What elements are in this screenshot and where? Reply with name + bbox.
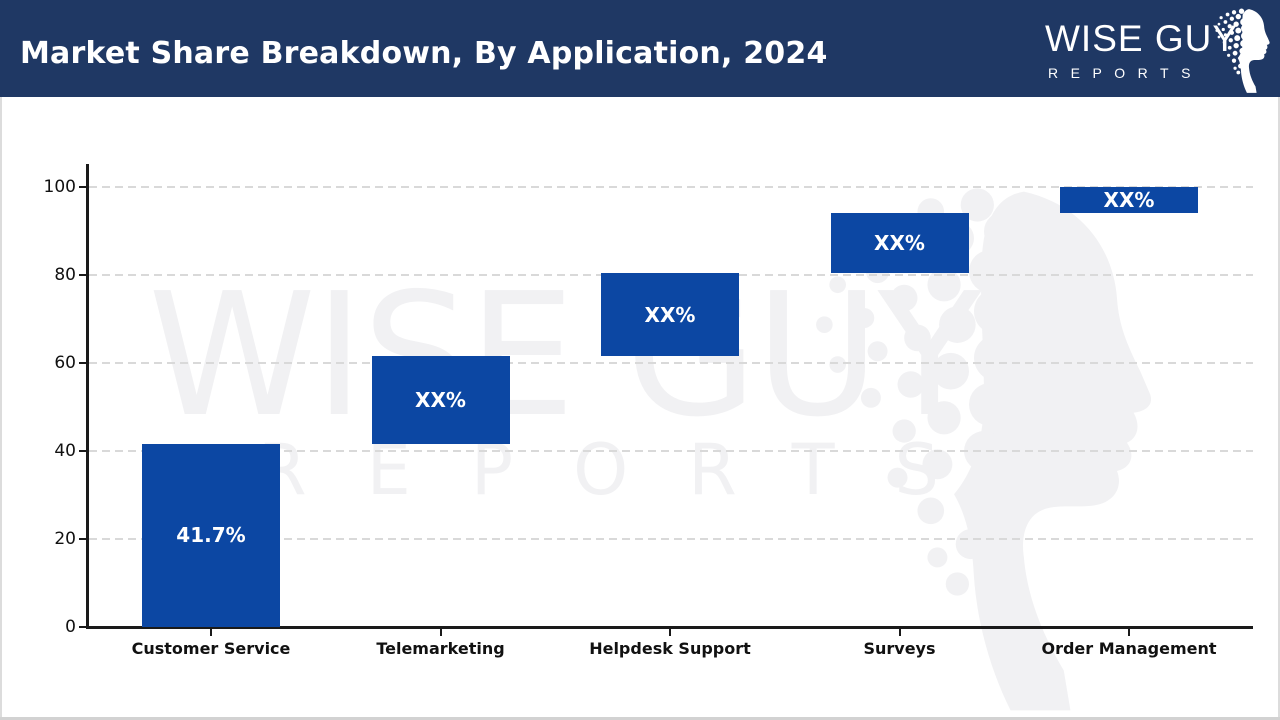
gridline [89,362,1253,364]
frame-edge-left [0,97,2,720]
watermark-subtitle: REPORTS [258,429,999,511]
waterfall-bar-order-management: XX% [1060,187,1198,213]
bar-value-label: XX% [1103,187,1155,212]
waterfall-bar-customer-service: 41.7% [142,443,280,627]
x-tick-mark [210,629,212,636]
frame-edge-bottom [0,717,1280,720]
x-tick-mark [898,629,901,636]
dotted-head-icon [1215,8,1270,93]
x-category-label: Customer Service [131,639,291,658]
bar-value-label: XX% [415,387,466,412]
gridline [89,450,1253,452]
waterfall-bar-surveys: XX% [830,212,969,273]
waterfall-bar-telemarketing: XX% [371,356,510,444]
logo-wordmark: WISE GUY [1045,18,1239,59]
y-tick-label: 100 [43,177,76,197]
gridline [89,186,1253,188]
page-title: Market Share Breakdown, By Application, … [20,36,828,71]
x-category-label: Telemarketing [376,639,505,658]
y-axis-line [86,164,89,629]
y-tick-label: 0 [65,617,76,637]
x-category-label: Order Management [1041,639,1217,658]
y-tick-mark [79,362,87,364]
x-axis-line [86,626,1253,629]
x-category-label: Helpdesk Support [589,639,751,658]
y-tick-mark [79,450,87,452]
frame-edge-right [1278,97,1280,720]
x-tick-mark [439,629,442,636]
y-tick-label: 60 [54,353,76,373]
y-tick-mark [79,274,87,276]
y-tick-label: 20 [54,529,76,549]
bar-value-label: XX% [874,230,925,255]
logo-subtitle: REPORTS [1048,65,1203,81]
wise-guy-logo: WISE GUY REPORTS [1035,4,1275,94]
bar-value-label: XX% [644,302,696,327]
header-bar: Market Share Breakdown, By Application, … [0,0,1280,97]
x-tick-mark [1128,629,1130,636]
x-category-label: Surveys [863,639,936,658]
gridline [89,538,1253,540]
y-tick-label: 40 [54,441,76,461]
y-tick-label: 80 [54,265,76,285]
y-tick-mark [79,626,87,628]
y-tick-mark [79,186,87,188]
x-tick-mark [669,629,671,636]
waterfall-bar-helpdesk-support: XX% [601,272,739,357]
y-tick-mark [79,538,87,540]
bar-value-label: 41.7% [176,523,246,548]
